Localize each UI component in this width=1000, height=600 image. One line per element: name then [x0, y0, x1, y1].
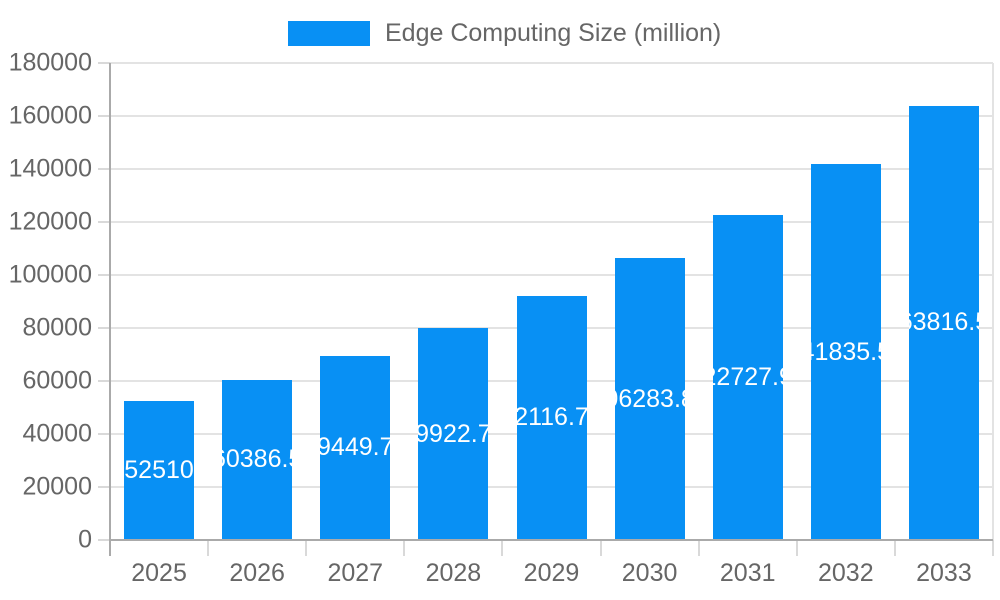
- bar-value-label: 163816.55: [909, 308, 979, 337]
- x-tick-label-2029: 2029: [523, 559, 580, 587]
- bar-2030[interactable]: 106283.85: [614, 258, 685, 540]
- y-axis-tick: [98, 327, 110, 329]
- gridline-140000: [110, 168, 993, 170]
- y-tick-label: 100000: [8, 260, 92, 289]
- x-axis-tick: [893, 540, 896, 556]
- gridline-180000: [110, 62, 993, 64]
- x-tick-label-2033: 2033: [916, 559, 972, 587]
- x-axis-line: [110, 539, 993, 541]
- y-tick-label: 80000: [22, 313, 92, 342]
- x-axis-tick: [403, 540, 406, 556]
- y-tick-label: 20000: [22, 472, 92, 501]
- x-axis-tick: [207, 540, 210, 556]
- y-axis-tick: [98, 274, 110, 276]
- legend-label: Edge Computing Size (million): [385, 19, 722, 47]
- bar-2029[interactable]: 92116.76: [516, 295, 587, 540]
- bar-2033[interactable]: 163816.55: [908, 105, 979, 540]
- x-tick-label-2025: 2025: [131, 559, 187, 587]
- y-axis-tick: [98, 115, 110, 117]
- y-tick-label: 0: [78, 525, 92, 554]
- x-tick-label-2027: 2027: [327, 559, 384, 587]
- x-tick-label-2032: 2032: [818, 559, 874, 587]
- bar-2025[interactable]: 52510: [124, 400, 195, 540]
- x-axis-tick: [697, 540, 700, 556]
- bar-value-label: 92116.76: [516, 403, 587, 432]
- y-tick-label: 180000: [8, 48, 92, 77]
- y-tick-label: 40000: [22, 419, 92, 448]
- y-axis-tick: [98, 168, 110, 170]
- x-tick-label-2028: 2028: [425, 559, 482, 587]
- plot-right-border: [992, 63, 994, 540]
- bar-value-label: 60386.5: [222, 445, 292, 474]
- legend: Edge Computing Size (million): [288, 21, 721, 46]
- y-tick-label: 60000: [22, 366, 92, 395]
- x-axis-tick: [599, 540, 602, 556]
- gridline-120000: [110, 221, 993, 223]
- x-axis-tick: [992, 540, 994, 556]
- x-axis-tick: [795, 540, 798, 556]
- legend-swatch: [288, 21, 370, 46]
- y-axis-tick: [98, 486, 110, 488]
- bar-value-label: 141835.52: [811, 337, 881, 366]
- bar-value-label: 52510: [124, 455, 194, 484]
- gridline-160000: [110, 115, 993, 117]
- y-axis-line: [109, 63, 111, 556]
- bar-2026[interactable]: 60386.5: [222, 379, 293, 540]
- y-tick-label: 120000: [8, 207, 92, 236]
- bar-2031[interactable]: 122727.94: [712, 214, 783, 540]
- bar-value-label: 122727.94: [713, 362, 783, 391]
- y-axis-tick: [98, 539, 110, 541]
- y-axis-tick: [98, 62, 110, 64]
- x-axis-tick: [305, 540, 308, 556]
- legend-item[interactable]: Edge Computing Size (million): [288, 21, 721, 46]
- bar-2032[interactable]: 141835.52: [810, 164, 881, 540]
- y-axis-tick: [98, 380, 110, 382]
- plot-area: 0 20000 40000 60000 80000 100000 120000 140000 1…: [9, 49, 994, 587]
- y-axis-tick: [98, 433, 110, 435]
- x-tick-label-2030: 2030: [621, 559, 678, 587]
- bar-value-label: 106283.85: [615, 384, 685, 413]
- x-tick-label-2026: 2026: [229, 559, 285, 587]
- x-axis-tick: [501, 540, 504, 556]
- x-tick-label-2031: 2031: [719, 559, 776, 587]
- gridline-100000: [110, 274, 993, 276]
- y-axis-tick: [98, 221, 110, 223]
- y-tick-label: 140000: [8, 154, 92, 183]
- y-tick-label: 160000: [8, 101, 92, 130]
